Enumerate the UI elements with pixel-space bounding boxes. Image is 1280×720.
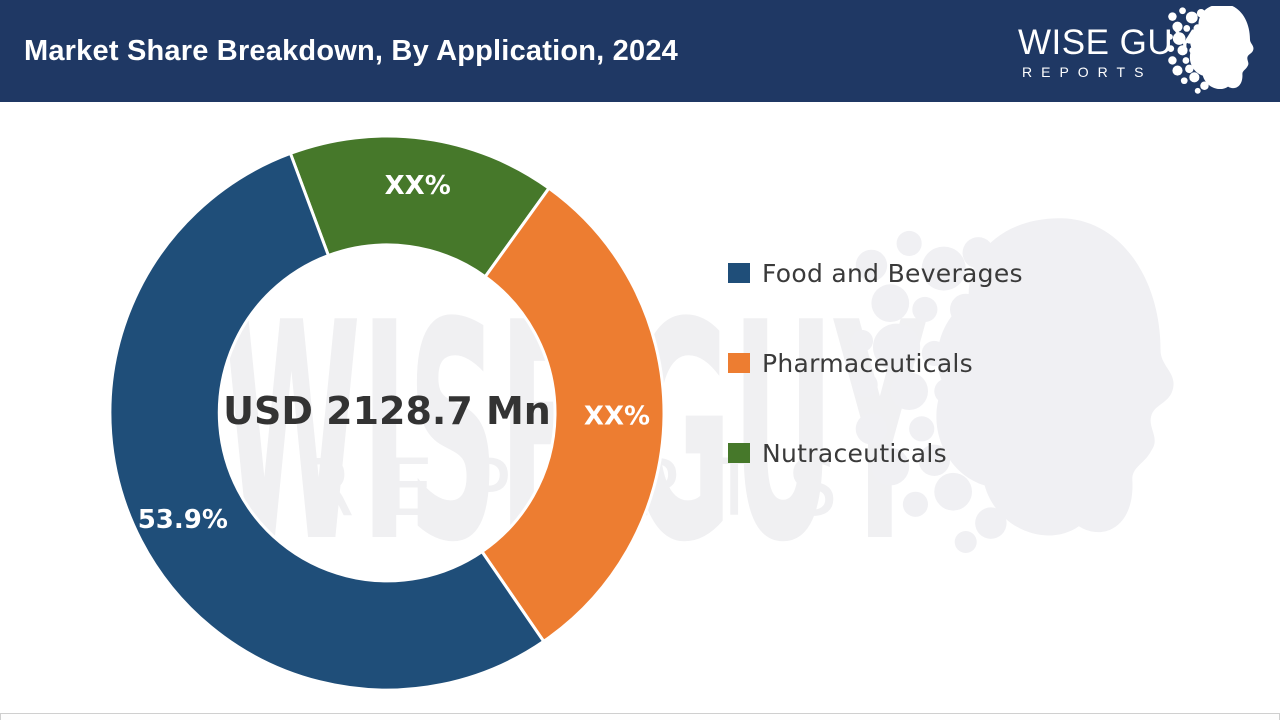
chart-legend: Food and Beverages Pharmaceuticals Nutrace…	[728, 258, 1023, 528]
donut-chart: XX% XX% 53.9%	[80, 106, 700, 720]
legend-label: Nutraceuticals	[762, 438, 947, 468]
logo-text: WISE GUY	[1018, 23, 1197, 62]
legend-item-food-and-beverages: Food and Beverages	[728, 258, 1023, 288]
logo-subtext: REPORTS	[1022, 64, 1152, 80]
segment-label-food-and-beverages: 53.9%	[138, 505, 228, 535]
page-title: Market Share Breakdown, By Application, …	[24, 34, 678, 67]
legend-item-pharmaceuticals: Pharmaceuticals	[728, 348, 1023, 378]
header-bar: Market Share Breakdown, By Application, …	[0, 0, 1280, 102]
legend-label: Food and Beverages	[762, 258, 1023, 288]
bottom-rule	[0, 713, 1280, 720]
legend-label: Pharmaceuticals	[762, 348, 974, 378]
legend-swatch	[728, 263, 750, 283]
segment-label-nutraceuticals: XX%	[385, 171, 451, 201]
chart-center-value: USD 2128.7 Mn	[223, 389, 551, 433]
wise-guy-logo: WISE GUY REPORTS	[1018, 6, 1254, 94]
donut-segment-pharmaceuticals	[480, 186, 666, 643]
legend-item-nutraceuticals: Nutraceuticals	[728, 438, 1023, 468]
logo-face-icon	[1166, 6, 1254, 94]
legend-swatch	[728, 443, 750, 463]
legend-swatch	[728, 353, 750, 373]
segment-label-pharmaceuticals: XX%	[584, 402, 650, 432]
donut-segment-food-and-beverages	[108, 151, 546, 692]
